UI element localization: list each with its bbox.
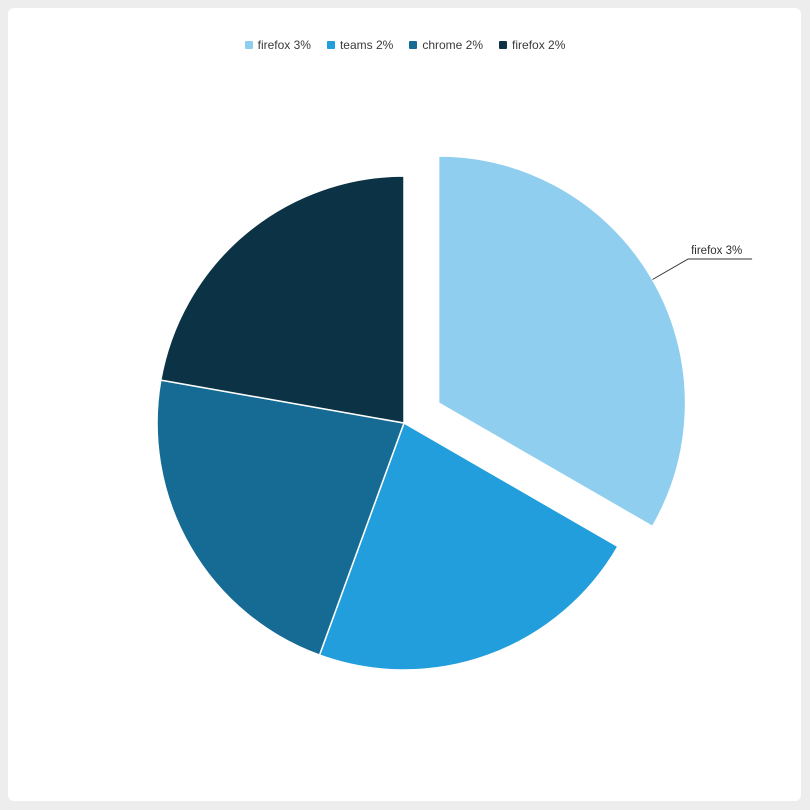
pie-slice-chrome-2[interactable] [156, 379, 405, 656]
callout-leader-line [652, 258, 753, 280]
legend-label: chrome 2% [422, 38, 484, 52]
legend-label: teams 2% [339, 38, 394, 52]
legend-item-firefox-3[interactable]: firefox 2% [499, 38, 565, 52]
legend-swatch-icon [499, 41, 508, 49]
legend-label: firefox 3% [257, 38, 311, 52]
legend-item-firefox-0[interactable]: firefox 3% [244, 38, 311, 52]
legend: firefox 3% teams 2% chrome 2% firefox 2% [0, 38, 810, 52]
legend-item-chrome-2[interactable]: chrome 2% [409, 38, 483, 52]
legend-swatch-icon [326, 41, 335, 49]
pie-slice-firefox-3[interactable] [160, 175, 405, 424]
legend-swatch-icon [409, 41, 418, 49]
pie-slice-teams-1[interactable] [318, 422, 619, 671]
legend-item-teams-1[interactable]: teams 2% [326, 38, 394, 52]
legend-swatch-icon [244, 41, 253, 49]
legend-label: firefox 2% [512, 38, 566, 52]
callout-label: firefox 3% [691, 245, 742, 257]
